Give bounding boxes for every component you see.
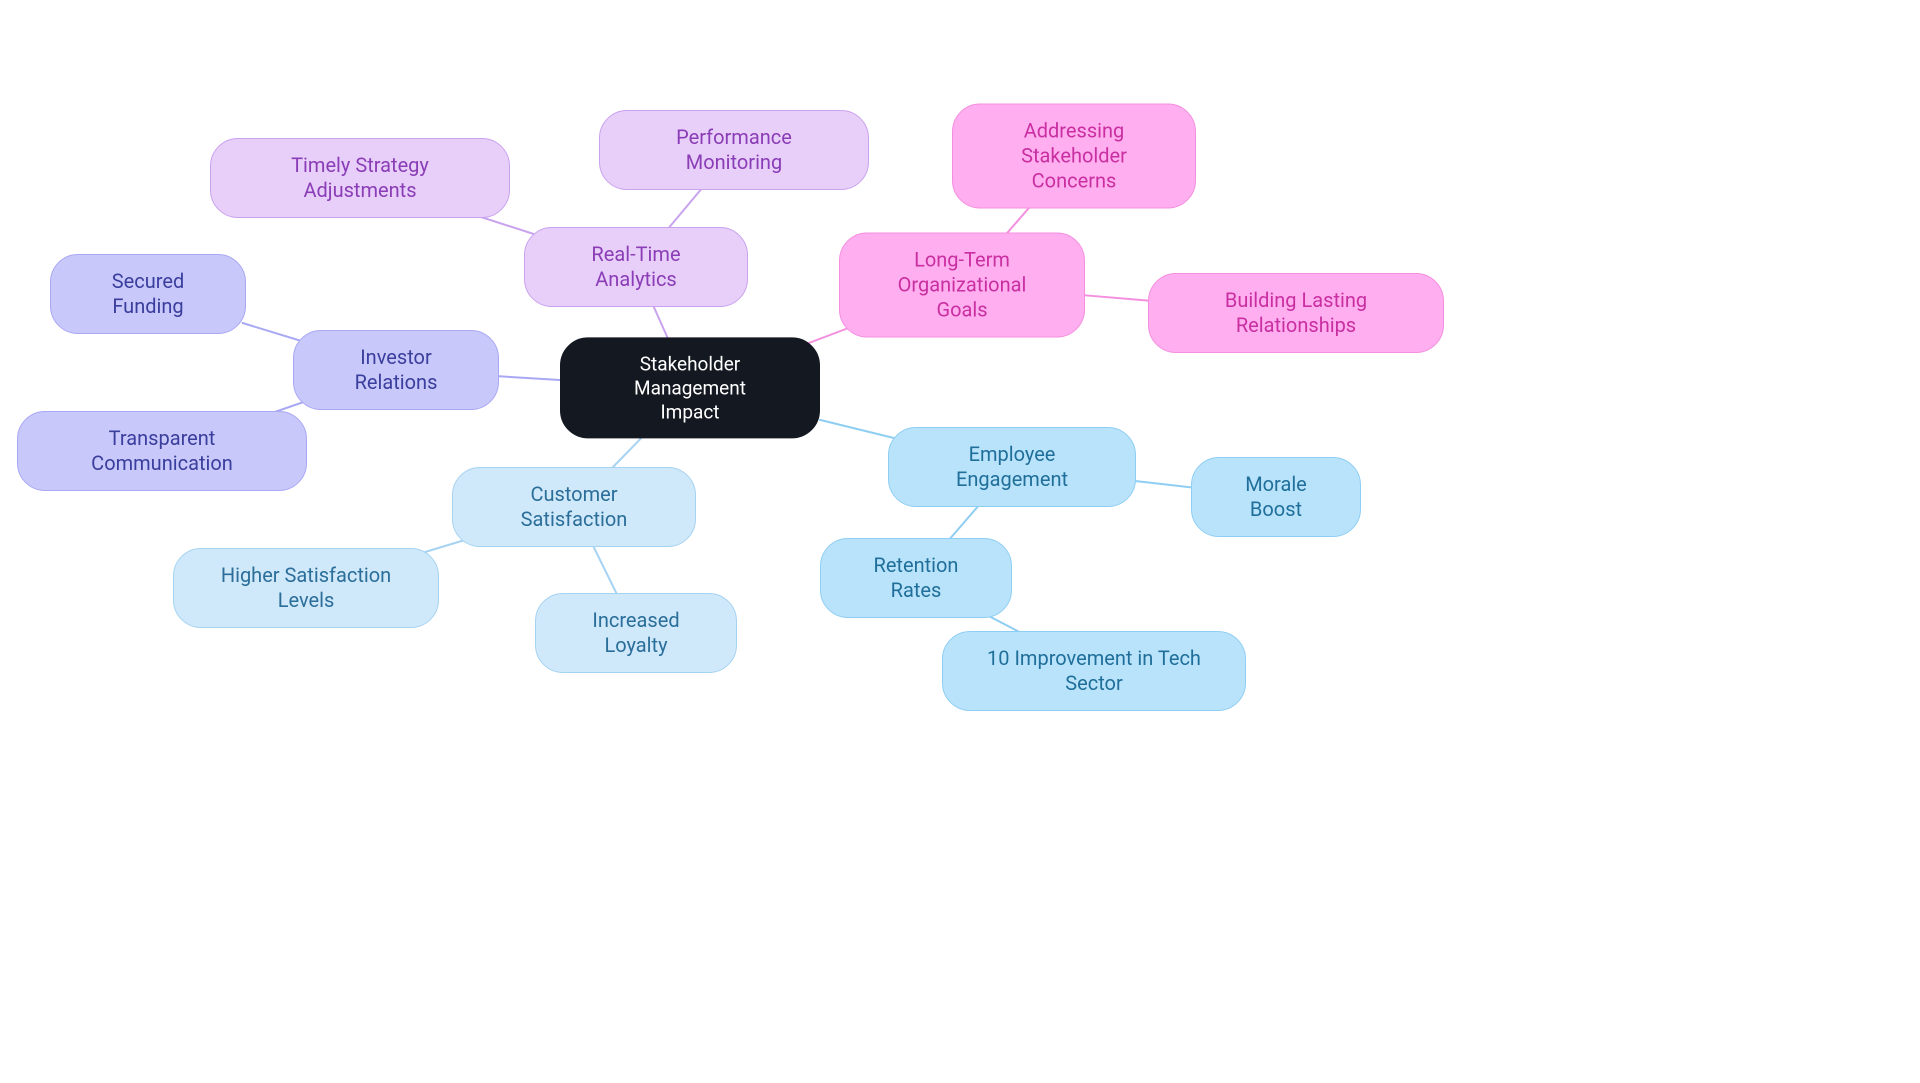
- edge: [1085, 295, 1148, 300]
- node-label: Real-Time Analytics: [551, 242, 721, 292]
- node-investor-relations: Investor Relations: [293, 330, 499, 410]
- node-label: Long-Term Organizational Goals: [866, 248, 1058, 323]
- node-label: Retention Rates: [847, 553, 985, 603]
- node-label: Transparent Communication: [44, 426, 280, 476]
- node-secured-funding: Secured Funding: [50, 254, 246, 334]
- edge: [1136, 481, 1191, 487]
- node-transparent-comm: Transparent Communication: [17, 411, 307, 491]
- node-label: Morale Boost: [1218, 472, 1334, 522]
- node-label: Stakeholder Management Impact: [587, 352, 793, 423]
- node-label: Higher Satisfaction Levels: [200, 563, 412, 613]
- node-long-term-goals: Long-Term Organizational Goals: [839, 233, 1085, 338]
- node-employee-engagement: Employee Engagement: [888, 427, 1136, 507]
- node-building-relationships: Building Lasting Relationships: [1148, 273, 1444, 353]
- node-tech-improvement: 10 Improvement in Tech Sector: [942, 631, 1246, 711]
- node-label: Increased Loyalty: [562, 608, 710, 658]
- node-label: Addressing Stakeholder Concerns: [979, 119, 1169, 194]
- node-label: Secured Funding: [77, 269, 219, 319]
- node-retention-rates: Retention Rates: [820, 538, 1012, 618]
- node-label: Customer Satisfaction: [479, 482, 669, 532]
- node-label: Building Lasting Relationships: [1175, 288, 1417, 338]
- node-label: Investor Relations: [320, 345, 472, 395]
- node-performance-monitoring: Performance Monitoring: [599, 110, 869, 190]
- node-morale-boost: Morale Boost: [1191, 457, 1361, 537]
- node-label: Performance Monitoring: [626, 125, 842, 175]
- node-label: Timely Strategy Adjustments: [237, 153, 483, 203]
- node-label: Employee Engagement: [915, 442, 1109, 492]
- node-increased-loyalty: Increased Loyalty: [535, 593, 737, 673]
- node-realtime-analytics: Real-Time Analytics: [524, 227, 748, 307]
- edge: [243, 323, 305, 342]
- node-timely-strategy: Timely Strategy Adjustments: [210, 138, 510, 218]
- node-addressing-concerns: Addressing Stakeholder Concerns: [952, 104, 1196, 209]
- mindmap-canvas: Stakeholder Management Impact Real-Time …: [0, 0, 1920, 1083]
- node-root: Stakeholder Management Impact: [560, 337, 820, 438]
- edge: [499, 376, 560, 380]
- node-label: 10 Improvement in Tech Sector: [969, 646, 1219, 696]
- node-customer-satisfaction: Customer Satisfaction: [452, 467, 696, 547]
- edge: [820, 420, 894, 438]
- node-higher-satisfaction: Higher Satisfaction Levels: [173, 548, 439, 628]
